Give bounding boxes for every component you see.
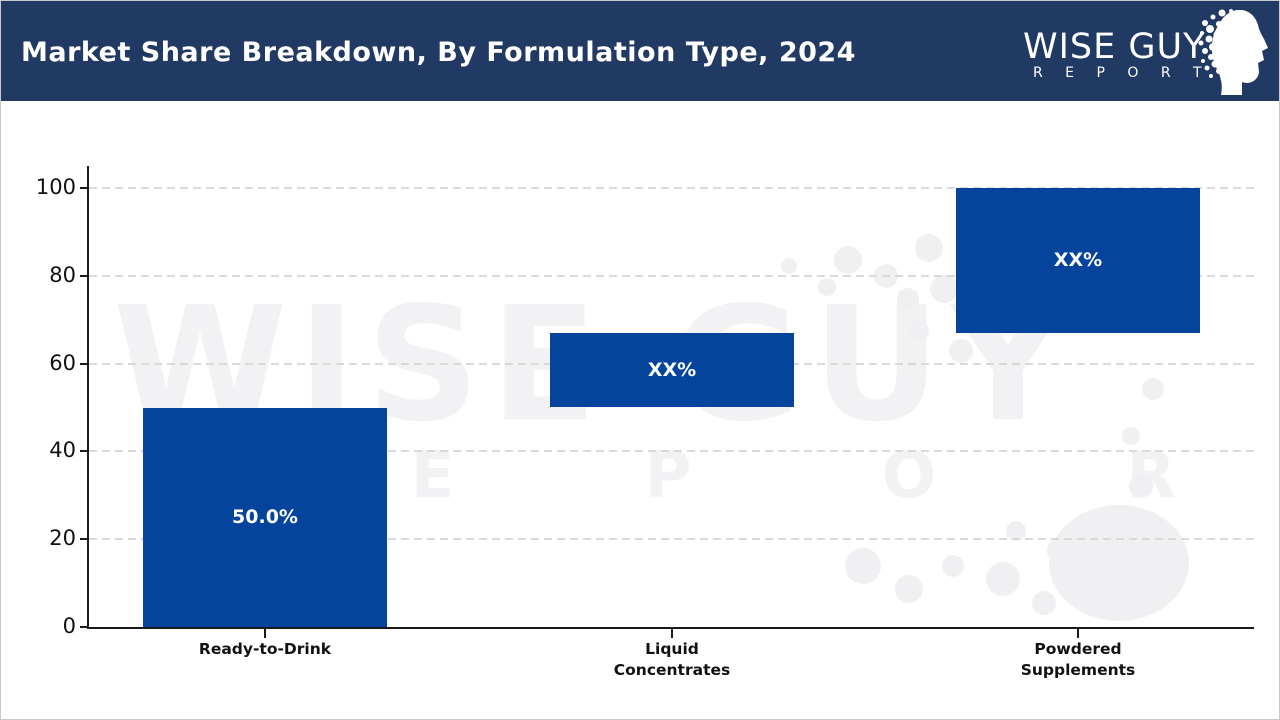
y-axis-tick-label: 0	[62, 614, 76, 638]
x-axis-category-label: Powdered Supplements	[938, 639, 1218, 681]
brand-logo: WISE GUY R E P O R T S	[1023, 5, 1273, 97]
x-axis-category-line: Concentrates	[613, 661, 731, 679]
y-axis-tick	[80, 187, 89, 189]
y-axis-tick-label: 60	[49, 350, 76, 375]
y-axis-tick-label: 40	[49, 438, 76, 463]
x-axis-line	[87, 627, 1254, 629]
y-axis-tick-label: 100	[35, 175, 76, 199]
x-axis-category-line: Supplements	[1020, 661, 1136, 679]
page-title: Market Share Breakdown, By Formulation T…	[21, 37, 856, 68]
x-axis-category-label: Liquid Concentrates	[532, 639, 812, 681]
gridline-y20	[89, 538, 1254, 541]
gridline-y100	[89, 187, 1254, 189]
bar-value-label: XX%	[647, 359, 697, 382]
x-axis-category-line: Liquid	[645, 640, 699, 658]
x-axis-category-line: Ready-to-Drink	[198, 640, 332, 658]
header-bar: Market Share Breakdown, By Formulation T…	[1, 1, 1279, 101]
y-axis-tick	[80, 274, 89, 277]
dotted-head-profile-icon	[1198, 9, 1268, 95]
y-axis-tick	[80, 450, 89, 453]
y-axis-tick	[80, 362, 89, 365]
x-axis-tick	[264, 629, 266, 638]
y-axis-tick	[80, 538, 89, 541]
y-axis-tick	[80, 626, 89, 628]
x-axis-tick	[671, 629, 673, 638]
x-axis-category-line: Powdered	[1034, 640, 1122, 658]
x-axis-category-label: Ready-to-Drink	[125, 639, 405, 660]
y-axis-tick-label: 80	[49, 262, 76, 287]
gridline-y40	[89, 450, 1254, 453]
bar-value-label: XX%	[1053, 249, 1103, 272]
y-axis-line	[87, 166, 89, 629]
bar-liquid-concentrates	[550, 332, 794, 408]
y-axis-tick-label: 20	[49, 526, 76, 551]
bar-ready-to-drink	[143, 407, 387, 627]
x-axis-tick	[1077, 629, 1079, 638]
brand-logo-name: WISE GUY	[1023, 27, 1206, 67]
bar-value-label: 50.0%	[232, 506, 298, 529]
brand-logo-subname: R E P O R T S	[1033, 65, 1242, 81]
gridline-y80	[89, 274, 1254, 277]
